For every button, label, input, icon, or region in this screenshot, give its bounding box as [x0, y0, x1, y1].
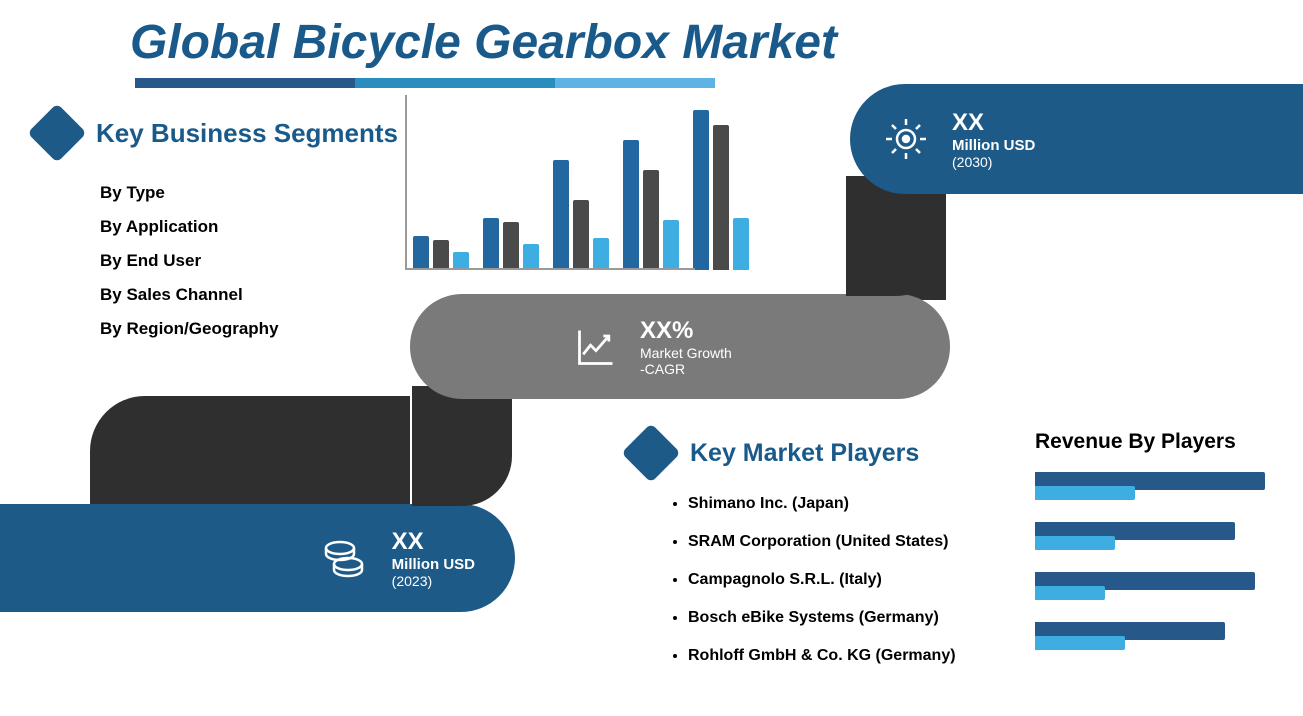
diamond-icon	[621, 423, 680, 482]
revenue-bar-group	[1035, 472, 1236, 502]
segment-item: By Application	[100, 210, 398, 244]
chart-bar	[643, 170, 659, 270]
chart-bar	[523, 244, 539, 270]
player-item: SRAM Corporation (United States)	[688, 530, 956, 554]
revenue-bar-secondary	[1035, 536, 1115, 550]
players-heading: Key Market Players	[690, 439, 919, 468]
revenue-bar-secondary	[1035, 586, 1105, 600]
revenue-bar-group	[1035, 572, 1236, 602]
ribbon-top-text: XX Million USD (2030)	[952, 109, 1035, 170]
ribbon-bottom-curve	[90, 396, 410, 508]
bar-group	[413, 236, 469, 270]
ribbon-middle-band: XX% Market Growth -CAGR	[410, 294, 950, 399]
diamond-icon	[27, 103, 86, 162]
segment-item: By Sales Channel	[100, 278, 398, 312]
segments-section: Key Business Segments By TypeBy Applicat…	[36, 112, 398, 346]
chart-bar	[663, 220, 679, 270]
revenue-bar-group	[1035, 622, 1236, 652]
segments-heading: Key Business Segments	[96, 118, 398, 149]
chart-bar	[433, 240, 449, 270]
revenue-section: Revenue By Players	[1035, 430, 1236, 672]
chart-bar	[733, 218, 749, 270]
players-header: Key Market Players	[630, 432, 956, 474]
ribbon-middle-text: XX% Market Growth -CAGR	[640, 317, 732, 377]
player-item: Rohloff GmbH & Co. KG (Germany)	[688, 644, 956, 668]
chart-bar	[623, 140, 639, 270]
segments-list: By TypeBy ApplicationBy End UserBy Sales…	[100, 176, 398, 346]
players-list: Shimano Inc. (Japan) SRAM Corporation (Un…	[688, 492, 956, 668]
bar-group	[623, 140, 679, 270]
chart-bar	[593, 238, 609, 270]
player-item: Campagnolo S.R.L. (Italy)	[688, 568, 956, 592]
value-2030: XX	[952, 109, 1035, 137]
players-section: Key Market Players Shimano Inc. (Japan)S…	[630, 432, 956, 682]
bar-group	[483, 218, 539, 270]
chart-bar	[713, 125, 729, 270]
segments-header: Key Business Segments	[36, 112, 398, 154]
chart-bar	[413, 236, 429, 270]
growth-chart-icon	[570, 321, 622, 373]
value-cagr: XX%	[640, 317, 732, 345]
revenue-bar-secondary	[1035, 636, 1125, 650]
page-title: Global Bicycle Gearbox Market	[130, 15, 837, 70]
segment-item: By Region/Geography	[100, 312, 398, 346]
label-cagr-2: -CAGR	[640, 361, 732, 377]
segment-item: By Type	[100, 176, 398, 210]
value-2023: XX	[392, 528, 475, 556]
label-2023-year: (2023)	[392, 573, 475, 589]
chart-bar	[573, 200, 589, 270]
ribbon-mid-curve-lower	[412, 386, 512, 506]
chart-bar	[553, 160, 569, 270]
chart-bar	[483, 218, 499, 270]
revenue-bar-secondary	[1035, 486, 1135, 500]
ribbon-bottom-band: XX Million USD (2023)	[0, 504, 515, 612]
ribbon-bottom-text: XX Million USD (2023)	[392, 528, 475, 589]
label-cagr-1: Market Growth	[640, 345, 732, 361]
segments-bar-chart	[405, 95, 705, 270]
chart-bar	[503, 222, 519, 270]
revenue-bar-group	[1035, 522, 1236, 552]
revenue-heading: Revenue By Players	[1035, 430, 1236, 454]
segment-item: By End User	[100, 244, 398, 278]
label-2030-year: (2030)	[952, 154, 1035, 170]
player-item: Shimano Inc. (Japan)	[688, 492, 956, 516]
label-2023-unit: Million USD	[392, 556, 475, 573]
ribbon-top-curve	[846, 176, 946, 296]
player-item: Bosch eBike Systems (Germany)	[688, 606, 956, 630]
bar-group	[693, 110, 749, 270]
coins-icon	[318, 532, 370, 584]
bar-group	[553, 160, 609, 270]
chart-bar	[693, 110, 709, 270]
revenue-bars-container	[1035, 472, 1236, 652]
label-2030-unit: Million USD	[952, 137, 1035, 154]
ribbon-top-band: XX Million USD (2030)	[850, 84, 1303, 194]
lightbulb-icon	[880, 113, 932, 165]
